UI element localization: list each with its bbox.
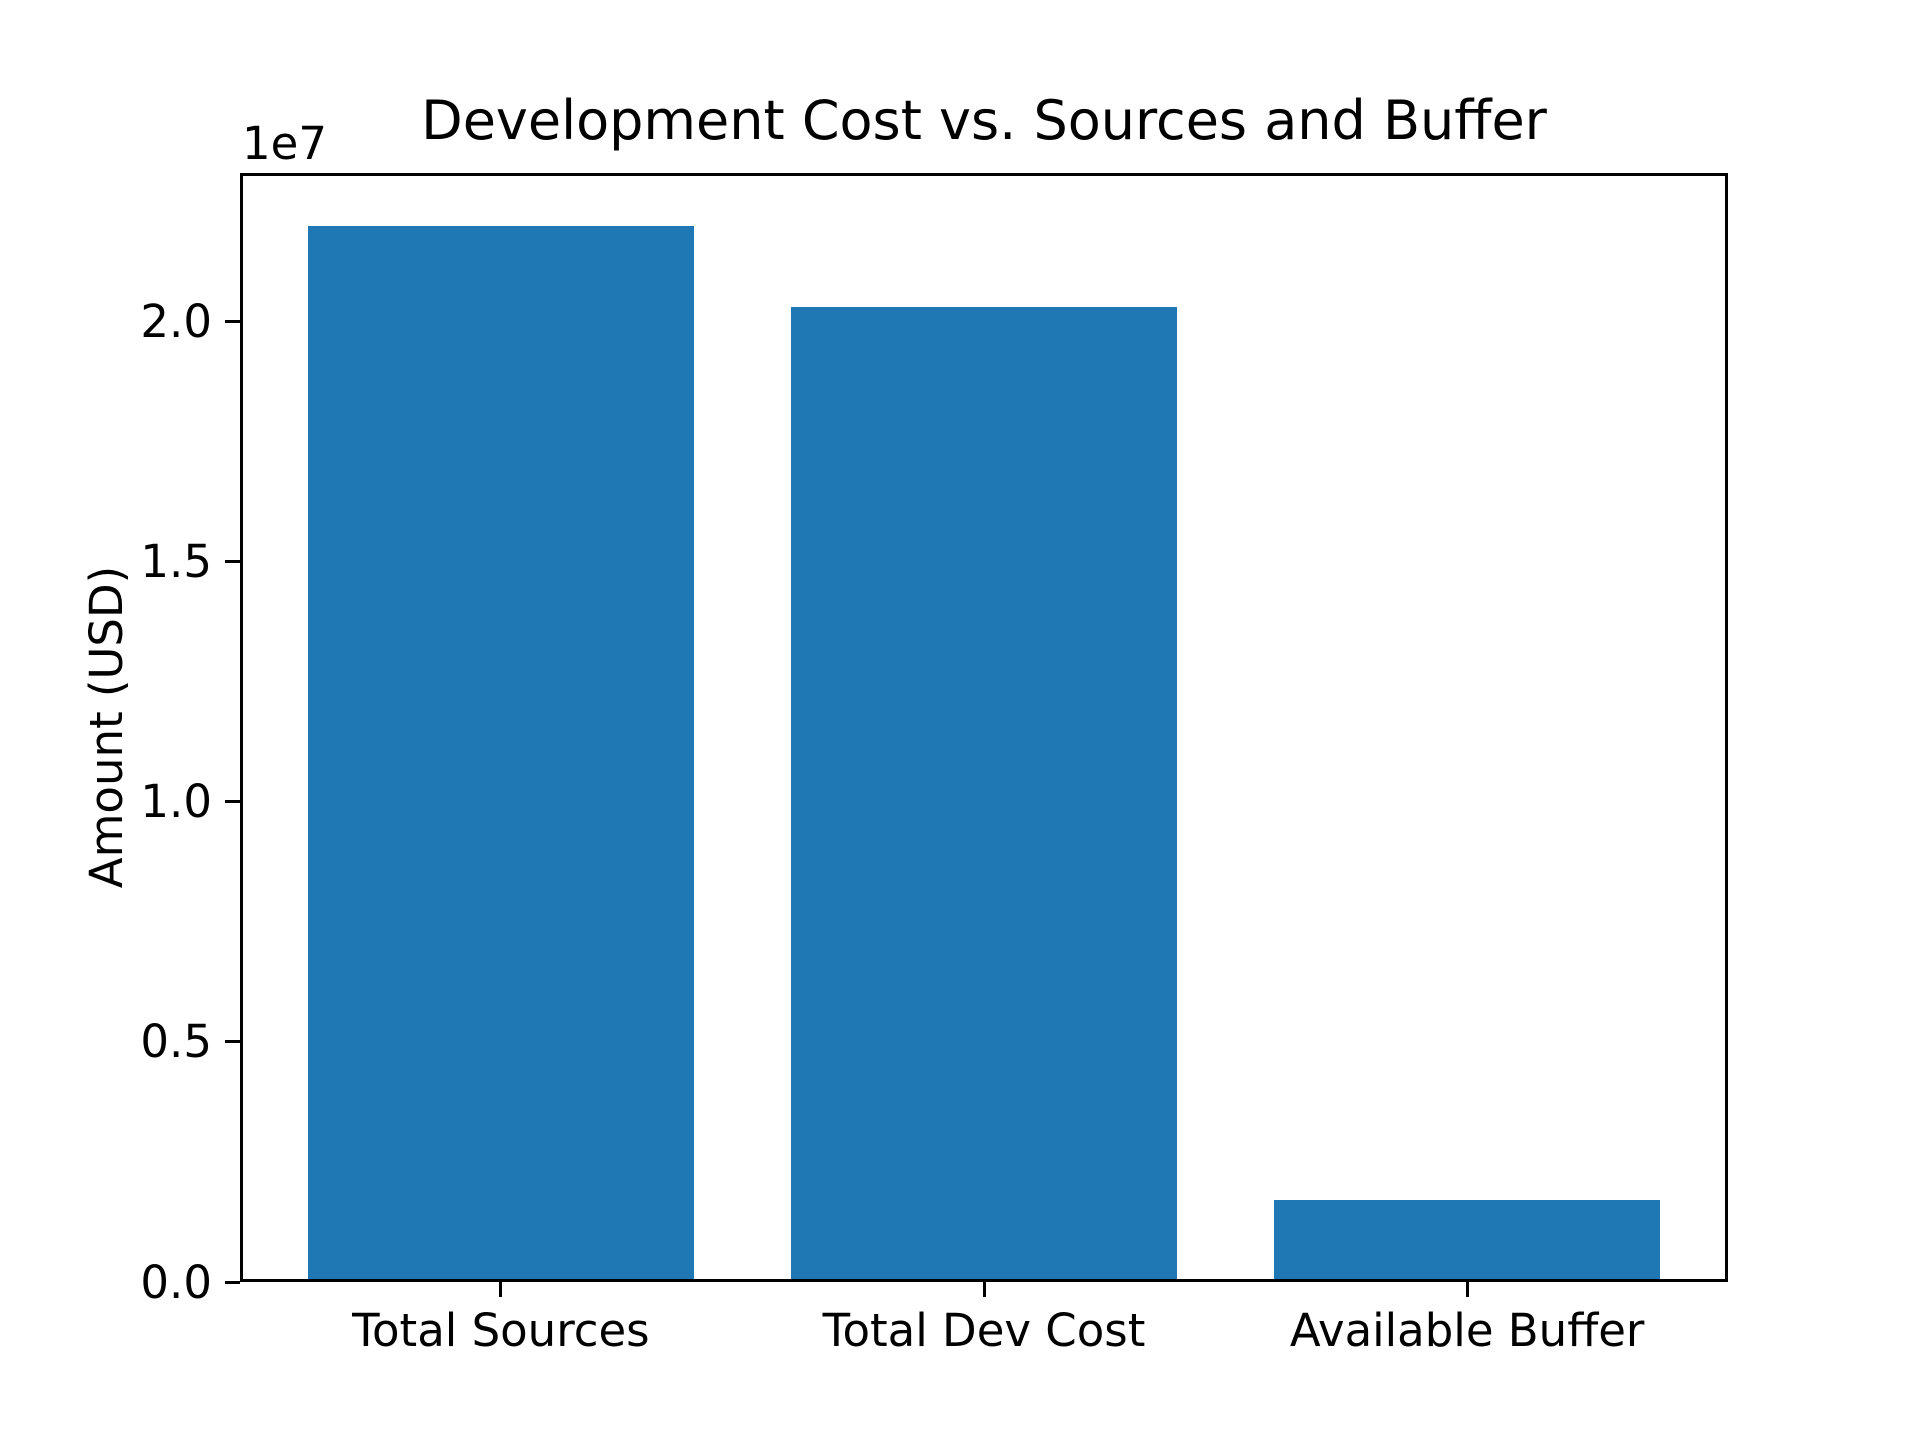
y-axis-label: Amount (USD) [80, 565, 133, 889]
y-tick-label: 0.5 [140, 1015, 212, 1069]
bar-total-dev-cost [790, 307, 1178, 1279]
x-tick-mark [1465, 1282, 1469, 1297]
x-tick-label: Total Sources [352, 1304, 650, 1357]
y-tick-mark [225, 320, 240, 324]
y-axis-offset-text: 1e7 [242, 117, 327, 170]
y-tick-label: 1.5 [140, 535, 212, 589]
bar-available-buffer [1273, 1200, 1661, 1279]
y-tick-mark [225, 560, 240, 564]
x-tick-label: Total Dev Cost [822, 1304, 1146, 1357]
chart-title: Development Cost vs. Sources and Buffer [421, 89, 1547, 152]
x-tick-label: Available Buffer [1289, 1304, 1645, 1357]
y-tick-mark [225, 800, 240, 804]
y-tick-label: 2.0 [140, 295, 212, 349]
x-tick-mark [982, 1282, 986, 1297]
bar-total-sources [307, 225, 695, 1279]
y-tick-mark [225, 1280, 240, 1284]
y-tick-mark [225, 1040, 240, 1044]
x-tick-mark [499, 1282, 503, 1297]
y-tick-label: 1.0 [140, 775, 212, 829]
y-tick-label: 0.0 [140, 1255, 212, 1309]
plot-area [240, 173, 1728, 1282]
